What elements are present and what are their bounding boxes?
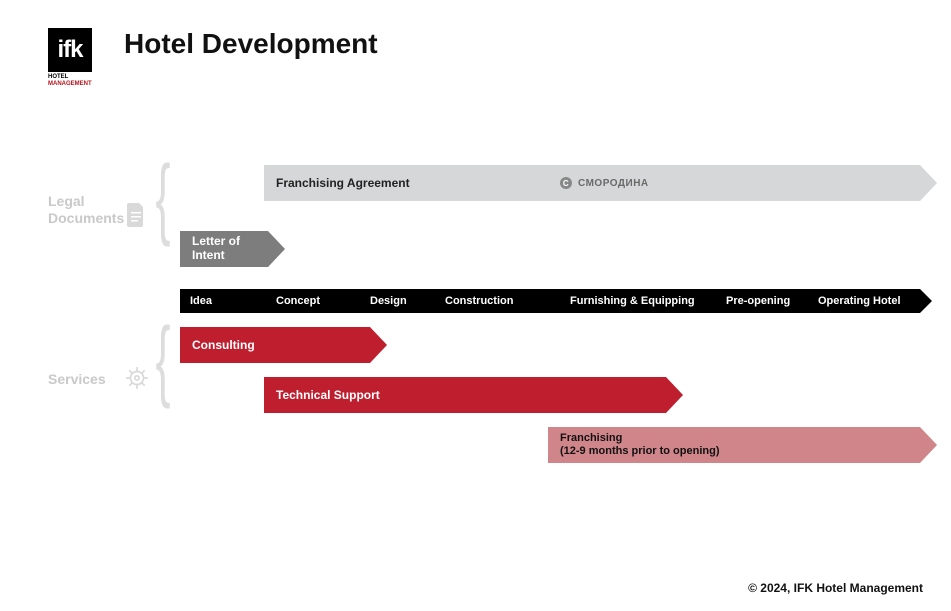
timeline-stage: Pre-opening: [726, 295, 790, 307]
bar-label: Franchising (12-9 months prior to openin…: [560, 432, 720, 458]
logo: ifk HOTEL MANAGEMENT: [48, 28, 92, 87]
bar-franchising: Franchising (12-9 months prior to openin…: [548, 427, 920, 463]
timeline-stage: Construction: [445, 295, 513, 307]
header: ifk HOTEL MANAGEMENT Hotel Development: [0, 0, 951, 87]
arrowhead-icon: [920, 427, 937, 463]
arrowhead-icon: [666, 377, 683, 413]
timeline-stage: Furnishing & Equipping: [570, 295, 695, 307]
arrowhead-icon: [920, 289, 932, 313]
arrowhead-icon: [268, 231, 285, 267]
document-icon: [126, 203, 146, 233]
timeline-stage: Idea: [190, 295, 212, 307]
timeline-axis: Idea Concept Design Construction Furnishing …: [180, 289, 920, 313]
bar-franchising-agreement: Franchising Agreement C СМОРОДИНА: [264, 165, 920, 201]
brand-badge: C СМОРОДИНА: [560, 177, 649, 189]
bar-label: Franchising Agreement: [276, 176, 410, 190]
logo-subtext: HOTEL MANAGEMENT: [48, 74, 92, 87]
logo-mark: ifk: [48, 28, 92, 72]
brace-services: {: [156, 315, 171, 405]
footer-copyright: © 2024, IFK Hotel Management: [748, 581, 923, 595]
brand-text: СМОРОДИНА: [578, 178, 649, 189]
bar-letter-of-intent: Letter of Intent: [180, 231, 268, 267]
arrowhead-icon: [370, 327, 387, 363]
timeline-stage: Design: [370, 295, 407, 307]
arrowhead-icon: [920, 165, 937, 201]
bar-consulting: Consulting: [180, 327, 370, 363]
logo-sub-hotel: HOTEL: [48, 74, 68, 80]
bar-label: Technical Support: [276, 388, 380, 402]
timeline-stage: Concept: [276, 295, 320, 307]
bar-label: Consulting: [192, 338, 255, 352]
bar-technical-support: Technical Support: [264, 377, 666, 413]
timeline-stage: Operating Hotel: [818, 295, 901, 307]
development-chart: Legal Documents { Services { Franchising…: [48, 155, 928, 485]
brace-legal: {: [156, 153, 171, 243]
logo-sub-management: MANAGEMENT: [48, 81, 92, 87]
brand-mark-icon: C: [560, 177, 572, 189]
helm-icon: [124, 365, 150, 397]
bar-label: Letter of Intent: [192, 235, 240, 263]
page-title: Hotel Development: [124, 28, 378, 60]
